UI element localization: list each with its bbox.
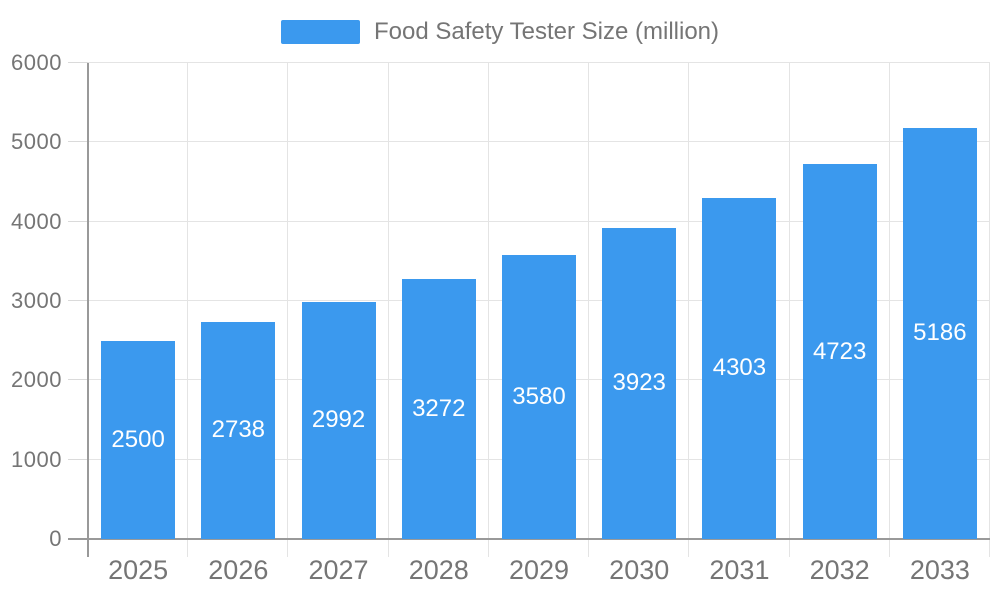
bar-value-label: 3272 [412,395,466,423]
x-axis-tick-label: 2025 [108,555,169,585]
bar-value-label: 2500 [111,425,165,453]
y-axis-tick-label: 1000 [11,446,62,472]
bar-value-label: 3923 [612,369,666,397]
x-axis-tick-label: 2030 [609,555,670,585]
gridline-vertical [788,63,790,557]
bar[interactable]: 2992 [301,301,376,539]
gridline-vertical [387,63,389,557]
bar[interactable]: 4723 [802,164,877,539]
gridline-vertical [287,63,289,557]
y-axis-tick-label: 4000 [11,208,62,234]
y-axis-tick-label: 3000 [11,288,62,313]
y-axis-tick-label: 6000 [11,50,62,75]
x-axis-tick-label: 2033 [909,555,970,585]
y-axis-tick [68,220,88,222]
y-axis-tick [68,300,88,301]
y-axis-tick [68,458,88,460]
bar-value-label: 5186 [913,319,967,347]
plot-area: 0 1000 2000 3000 4000 5000 6000 2500 2025 2738 202… [11,50,990,585]
bar[interactable]: 2738 [201,321,276,539]
y-axis-tick [68,379,88,381]
x-axis-tick-label: 2031 [709,555,770,585]
y-axis-tick [68,62,88,63]
bar-value-label: 2992 [311,406,366,434]
x-axis-tick-label: 2029 [508,555,570,585]
x-axis-tick-label: 2027 [308,555,369,585]
gridline-vertical [187,63,189,557]
gridline-vertical [588,63,590,557]
bar[interactable]: 3580 [502,254,576,539]
x-axis-tick-label: 2032 [809,555,870,585]
y-axis-tick-label: 5000 [11,129,62,155]
bar[interactable]: 4303 [702,197,777,539]
gridline-horizontal [88,220,990,222]
x-axis-tick-label: 2026 [208,555,269,585]
x-axis-line [68,538,990,540]
bar-value-label: 4303 [712,354,767,382]
gridline-horizontal [88,62,990,63]
gridline-vertical [688,63,690,557]
legend-swatch [280,20,360,44]
bar-value-label: 4723 [812,337,867,365]
y-axis-tick-label: 0 [49,526,62,551]
gridline-vertical [989,63,990,557]
bar-value-label: 3580 [512,382,566,410]
gridline-horizontal [88,141,990,143]
bar[interactable]: 3272 [401,279,476,539]
y-axis-tick [68,141,88,143]
y-axis-tick-label: 2000 [11,367,62,393]
gridline-vertical [487,63,489,557]
legend-item[interactable]: Food Safety Tester Size (million) [0,17,1000,47]
bar[interactable]: 2500 [101,340,176,539]
bar[interactable]: 5186 [902,127,977,539]
bar-value-label: 2738 [211,416,266,444]
y-axis-line [87,63,89,557]
bar[interactable]: 3923 [602,227,677,539]
legend-label: Food Safety Tester Size (million) [373,18,720,45]
gridline-vertical [888,63,890,557]
x-axis-tick-label: 2028 [408,555,469,585]
